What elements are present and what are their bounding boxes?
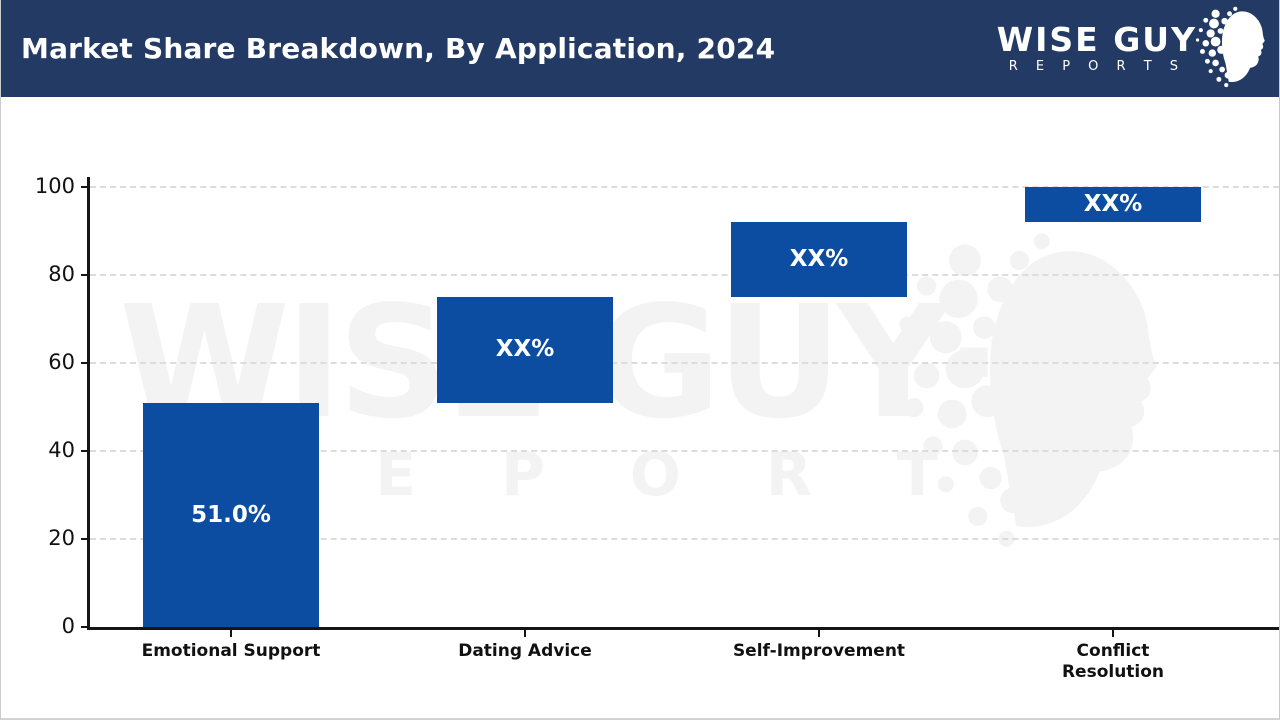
y-tickmark-20 bbox=[81, 538, 89, 540]
gridline-60 bbox=[90, 362, 1279, 364]
category-label-line: Self-Improvement bbox=[732, 641, 906, 661]
x-tickmark-conflict-resolution bbox=[1112, 629, 1114, 637]
bar-conflict-resolution bbox=[1025, 187, 1201, 223]
bar-self-improvement bbox=[731, 222, 907, 297]
y-tick-label-100: 100 bbox=[34, 174, 75, 198]
bar-value-label-dating-advice: XX% bbox=[495, 336, 555, 362]
bar-emotional-support bbox=[143, 402, 319, 627]
bar-value-label-emotional-support: 51.0% bbox=[191, 501, 271, 528]
y-tickmark-40 bbox=[81, 450, 89, 452]
y-tickmark-100 bbox=[81, 186, 89, 188]
y-tick-label-40: 40 bbox=[48, 438, 75, 462]
x-tickmark-emotional-support bbox=[230, 629, 232, 637]
wise-guy-logo: WISE GUY R E P O R T S bbox=[997, 3, 1279, 95]
category-label-self-improvement: Self-Improvement bbox=[704, 641, 934, 662]
x-axis bbox=[87, 627, 1279, 630]
gridline-100 bbox=[90, 186, 1279, 188]
category-label-dating-advice: Dating Advice bbox=[410, 641, 640, 662]
bar-value-label-conflict-resolution: XX% bbox=[1083, 191, 1143, 217]
gridline-80 bbox=[90, 274, 1279, 276]
category-label-line: Emotional Support bbox=[141, 641, 321, 661]
logo-wordmark: WISE GUY bbox=[996, 20, 1197, 59]
y-axis bbox=[87, 177, 90, 629]
y-tick-label-20: 20 bbox=[48, 526, 75, 550]
header-bar: Market Share Breakdown, By Application, … bbox=[1, 0, 1279, 97]
category-label-line: Conflict bbox=[1076, 641, 1150, 661]
x-tickmark-self-improvement bbox=[818, 629, 820, 637]
bar-dating-advice bbox=[437, 297, 613, 403]
gridline-40 bbox=[90, 450, 1279, 452]
logo-head-icon bbox=[1195, 6, 1265, 87]
y-tick-label-60: 60 bbox=[48, 350, 75, 374]
y-tick-label-80: 80 bbox=[48, 262, 75, 286]
x-tickmark-dating-advice bbox=[524, 629, 526, 637]
page-title: Market Share Breakdown, By Application, … bbox=[21, 32, 776, 65]
category-label-line: Resolution bbox=[1061, 662, 1165, 683]
y-tickmark-60 bbox=[81, 362, 89, 364]
gridline-20 bbox=[90, 538, 1279, 540]
logo-text: WISE GUY R E P O R T S bbox=[997, 23, 1197, 74]
category-label-emotional-support: Emotional Support bbox=[116, 641, 346, 662]
category-label-conflict-resolution: Conflict Resolution bbox=[998, 641, 1228, 684]
logo-reports-text: R E P O R T S bbox=[1008, 59, 1186, 74]
y-tickmark-0 bbox=[81, 626, 89, 628]
category-label-line: Dating Advice bbox=[458, 641, 592, 661]
bar-value-label-self-improvement: XX% bbox=[789, 246, 849, 273]
y-tickmark-80 bbox=[81, 274, 89, 276]
y-tick-label-0: 0 bbox=[61, 614, 75, 638]
